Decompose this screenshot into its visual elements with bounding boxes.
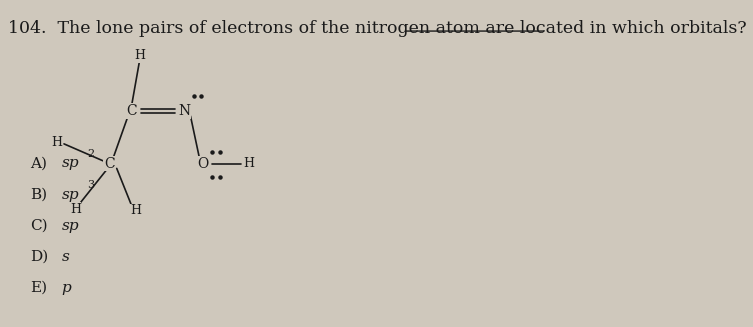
Text: sp: sp bbox=[62, 157, 79, 170]
Text: H: H bbox=[130, 204, 141, 217]
Text: H: H bbox=[134, 49, 145, 62]
Text: B): B) bbox=[30, 188, 47, 201]
Text: E): E) bbox=[30, 281, 47, 295]
Text: 3: 3 bbox=[87, 181, 94, 190]
Text: D): D) bbox=[30, 250, 48, 264]
Text: C): C) bbox=[30, 219, 47, 232]
Text: C: C bbox=[104, 157, 114, 170]
Text: N: N bbox=[178, 104, 191, 118]
Text: O: O bbox=[198, 157, 209, 170]
Text: H: H bbox=[243, 157, 254, 170]
Text: sp: sp bbox=[62, 219, 79, 232]
Text: p: p bbox=[62, 281, 72, 295]
Text: s: s bbox=[62, 250, 69, 264]
Text: H: H bbox=[70, 203, 81, 216]
Text: 104.  The lone pairs of electrons of the nitrogen atom are located in which orbi: 104. The lone pairs of electrons of the … bbox=[8, 20, 746, 37]
Text: 2: 2 bbox=[87, 149, 94, 159]
Text: H: H bbox=[51, 136, 62, 149]
Text: C: C bbox=[127, 104, 137, 118]
Text: A): A) bbox=[30, 157, 47, 170]
Text: sp: sp bbox=[62, 188, 79, 201]
